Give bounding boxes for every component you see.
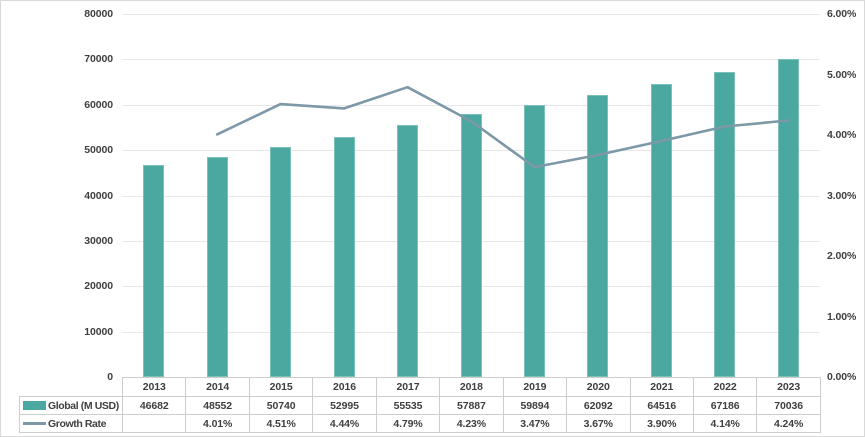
cell-growth-2022: 4.14% [692,414,758,433]
right-axis-tick-1.00%: 1.00% [827,310,857,323]
right-axis-tick-6.00%: 6.00% [827,8,857,20]
series-name: Global (M USD) [48,399,119,412]
year-header-2023: 2023 [756,377,821,397]
growth-rate-line [215,85,790,169]
bar-2014 [206,156,228,377]
year-header-2020: 2020 [566,377,631,397]
bar-2013 [143,165,165,377]
bar-2015 [270,146,292,377]
year-header-2017: 2017 [375,377,441,397]
cell-global-2019: 59894 [502,396,568,415]
cell-global-2020: 62092 [566,396,631,415]
left-axis-tick-60000: 60000 [84,98,113,111]
left-axis-tick-0: 0 [107,371,113,383]
bar-2020 [587,95,609,377]
table-corner-blank [20,378,123,397]
series-name: Growth Rate [48,417,107,430]
bar-2021 [650,84,672,377]
year-header-2013: 2013 [121,377,187,397]
cell-global-2013: 46682 [121,396,187,415]
bar-2016 [333,136,355,377]
year-header-2014: 2014 [185,377,250,397]
bar-2017 [397,125,418,377]
bar-2019 [524,105,545,377]
left-axis-tick-70000: 70000 [84,53,113,66]
year-header-2018: 2018 [439,377,504,397]
left-axis-tick-10000: 10000 [84,325,113,338]
cell-global-2022: 67186 [692,396,758,415]
right-axis-tick-4.00%: 4.00% [827,129,857,141]
bar-2022 [714,72,736,377]
year-header-2021: 2021 [629,377,694,397]
cell-global-2018: 57887 [439,396,504,415]
left-axis-tick-40000: 40000 [84,189,113,202]
data-table: 2013 2014 2015 2016 2017 2018 2019 2020 2021 2022… [19,377,821,433]
cell-global-2014: 48552 [185,396,250,415]
year-header-2022: 2022 [692,377,758,397]
bar-2023 [777,59,799,377]
right-axis-tick-3.00%: 3.00% [827,189,857,202]
cell-global-2023: 70036 [756,396,821,415]
right-axis-tick-2.00%: 2.00% [827,250,857,262]
right-axis-tick-0.00%: 0.00% [827,371,857,383]
cell-growth-2013 [121,414,187,433]
cell-growth-2021: 3.90% [629,414,694,433]
cell-growth-2019: 3.47% [502,414,568,433]
cell-growth-2023: 4.24% [756,414,821,433]
year-header-2015: 2015 [248,377,314,397]
cell-global-2015: 50740 [248,396,314,415]
cell-global-2016: 52995 [312,396,377,415]
year-header-2016: 2016 [312,377,377,397]
cell-growth-2020: 3.67% [566,414,631,433]
left-axis-tick-80000: 80000 [84,8,113,20]
right-axis-tick-5.00%: 5.00% [827,68,857,81]
bar-series-key-icon [23,401,46,410]
line-series-key-icon [23,422,46,425]
bar-2018 [460,114,482,377]
cell-global-2021: 64516 [629,396,694,415]
year-header-2019: 2019 [502,377,568,397]
cell-global-2017: 55535 [375,396,441,415]
cell-growth-2015: 4.51% [248,414,314,433]
legend-global: Global (M USD) [19,396,123,415]
gridline-80000 [122,14,820,15]
left-axis-tick-50000: 50000 [84,144,113,157]
cell-growth-2018: 4.23% [439,414,504,433]
left-axis-tick-20000: 20000 [84,280,113,293]
cell-growth-2017: 4.79% [375,414,441,433]
gridline-70000 [122,59,820,61]
legend-growth-rate: Growth Rate [19,414,123,433]
cell-growth-2014: 4.01% [185,414,250,433]
left-axis-tick-30000: 30000 [84,234,113,247]
cell-growth-2016: 4.44% [312,414,377,433]
